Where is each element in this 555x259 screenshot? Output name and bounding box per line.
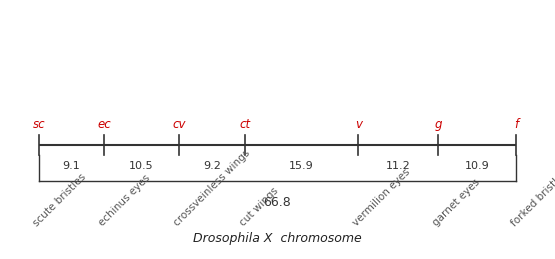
- Text: echinus eyes: echinus eyes: [97, 173, 152, 228]
- Text: cut wings: cut wings: [238, 185, 280, 228]
- Text: 11.2: 11.2: [386, 161, 411, 171]
- Text: ct: ct: [239, 118, 250, 131]
- Text: sc: sc: [33, 118, 45, 131]
- Text: 10.5: 10.5: [129, 161, 154, 171]
- Text: vermilion eyes: vermilion eyes: [351, 167, 412, 228]
- Text: cv: cv: [172, 118, 185, 131]
- Text: ec: ec: [97, 118, 111, 131]
- Text: 10.9: 10.9: [465, 161, 490, 171]
- Text: crossveinless wings: crossveinless wings: [172, 148, 252, 228]
- Text: 9.1: 9.1: [63, 161, 80, 171]
- Text: forked bristles: forked bristles: [509, 168, 555, 228]
- Text: 15.9: 15.9: [289, 161, 314, 171]
- Text: scute bristles: scute bristles: [32, 171, 88, 228]
- Text: v: v: [355, 118, 362, 131]
- Text: g: g: [435, 118, 442, 131]
- Text: garnet eyes: garnet eyes: [431, 177, 482, 228]
- Text: f: f: [514, 118, 518, 131]
- Text: 66.8: 66.8: [264, 196, 291, 208]
- Text: 9.2: 9.2: [203, 161, 221, 171]
- Text: Drosophila X  chromosome: Drosophila X chromosome: [193, 232, 362, 245]
